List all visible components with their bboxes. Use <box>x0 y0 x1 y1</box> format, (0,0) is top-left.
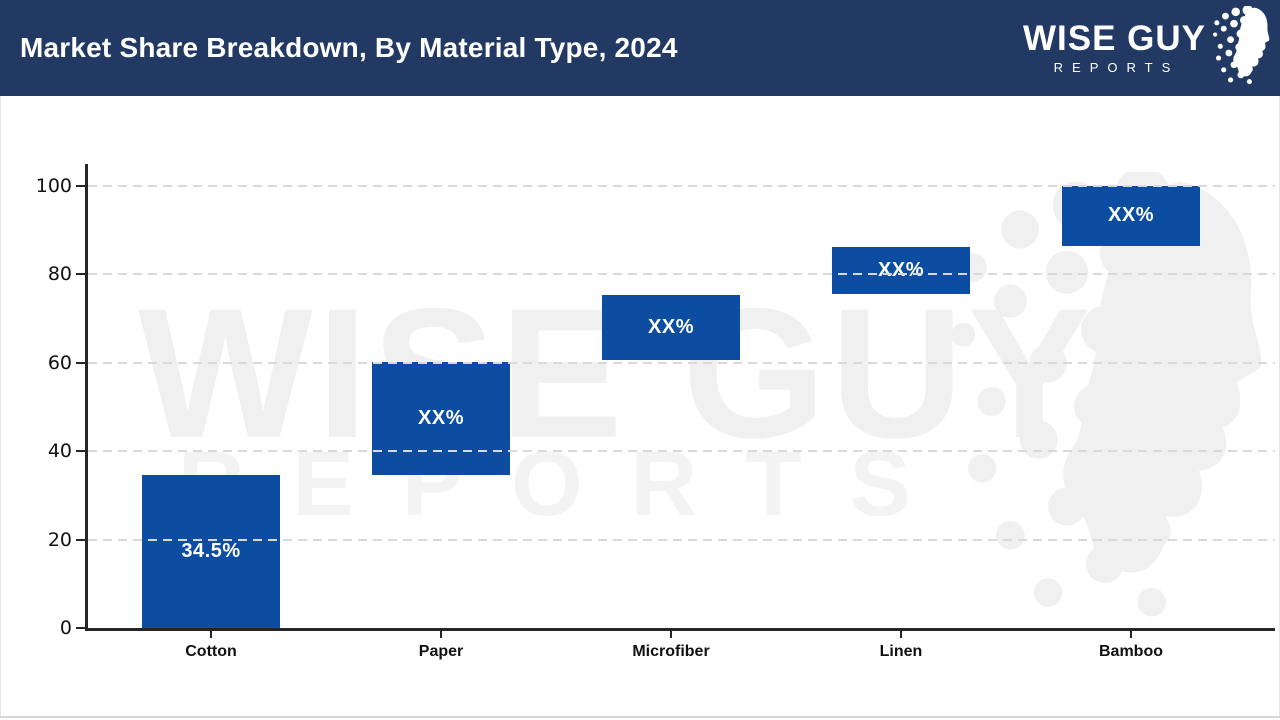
y-tick-label: 40 <box>47 440 72 462</box>
x-tick-mark <box>670 631 672 638</box>
y-tick-mark <box>76 273 85 275</box>
x-category-label: Microfiber <box>632 643 710 660</box>
x-tick-mark <box>210 631 212 638</box>
bar-value-label: XX% <box>1108 204 1154 227</box>
y-tick-label: 0 <box>59 617 72 639</box>
brand-text: WISE GUY REPORTS <box>1022 19 1206 75</box>
y-tick-mark <box>76 627 85 629</box>
x-tick-mark <box>900 631 902 638</box>
x-axis-line <box>85 628 1275 631</box>
brand-name: WISE GUY <box>1022 19 1206 59</box>
y-tick-mark <box>76 361 85 364</box>
plot-area: 0 20 40 60 80 100 34.5% Cotton XX% Paper XX% Microf… <box>36 164 1275 660</box>
x-category-label: Linen <box>879 643 923 660</box>
header-bar: Market Share Breakdown, By Material Type… <box>0 0 1280 96</box>
bar-bamboo: XX% <box>1062 185 1200 247</box>
bar-value-label: 34.5% <box>181 540 241 563</box>
y-tick-label: 20 <box>47 528 72 551</box>
x-category-label: Bamboo <box>1099 643 1163 660</box>
y-tick-mark <box>76 538 85 541</box>
left-edge-line <box>0 96 1 717</box>
bar-linen: XX% <box>832 247 970 295</box>
bar-value-label: XX% <box>418 406 464 429</box>
y-tick-label: 80 <box>47 263 72 285</box>
x-category-label: Cotton <box>185 643 237 660</box>
y-tick-mark <box>76 184 85 187</box>
gridline-60 <box>88 361 1275 364</box>
x-tick-mark <box>1130 631 1132 638</box>
bottom-divider <box>0 716 1280 718</box>
bar-value-label: XX% <box>878 259 924 282</box>
y-axis-line <box>85 164 88 631</box>
bar-cotton: 34.5% <box>142 475 280 628</box>
brand-face-icon <box>1213 6 1270 85</box>
gridline-80 <box>88 273 1275 275</box>
bar-microfiber: XX% <box>602 295 740 360</box>
y-tick-label: 60 <box>47 351 72 374</box>
x-category-label: Paper <box>418 643 464 660</box>
gridline-20 <box>88 538 1275 541</box>
brand-logo: WISE GUY REPORTS <box>1023 4 1270 92</box>
y-tick-label: 100 <box>35 174 72 197</box>
gridline-100 <box>88 184 1275 187</box>
brand-subtitle: REPORTS <box>1053 59 1180 75</box>
gridline-40 <box>88 450 1275 452</box>
x-tick-mark <box>440 631 442 638</box>
page-title: Market Share Breakdown, By Material Type… <box>20 32 678 63</box>
y-tick-mark <box>76 450 85 452</box>
bar-paper: XX% <box>372 361 510 475</box>
bar-value-label: XX% <box>648 316 694 339</box>
